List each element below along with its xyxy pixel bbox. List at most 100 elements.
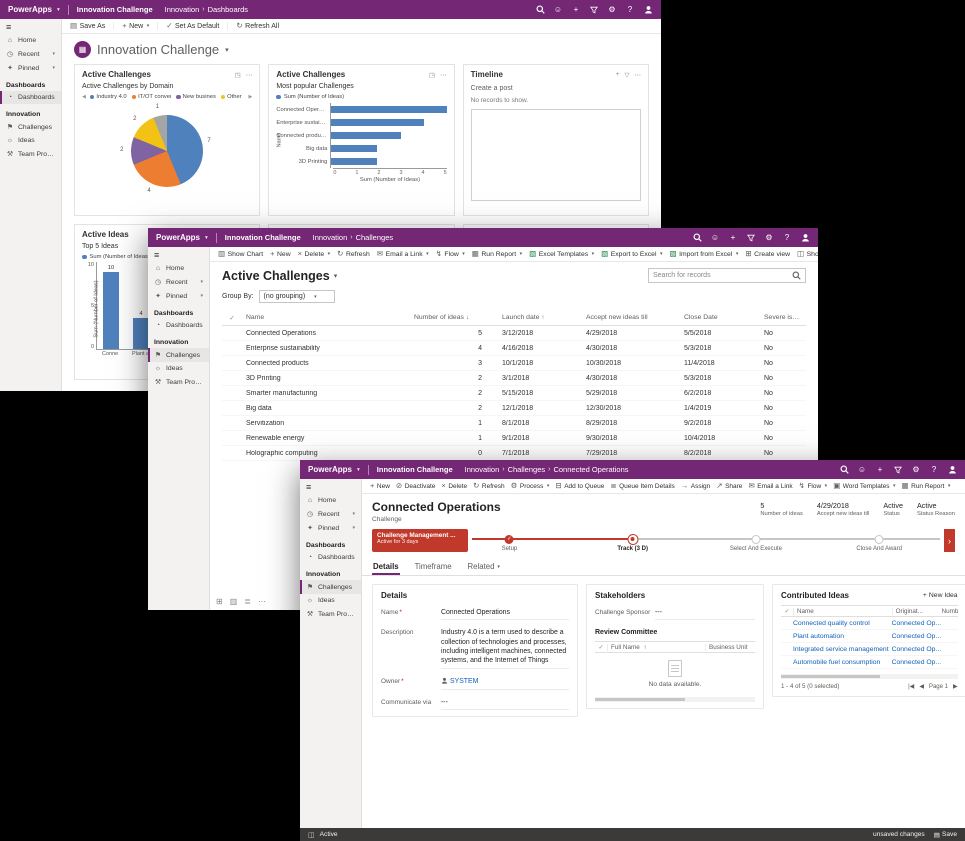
grid-row-enterprise-sustainability[interactable]: Enterprise sustainability 4 4/16/2018 4/30/… <box>222 341 806 356</box>
more-icon[interactable]: ⋯ <box>245 71 253 79</box>
column-header-launch-date[interactable]: Launch date ↑ <box>502 314 545 321</box>
more-icon[interactable]: ⋯ <box>440 71 447 79</box>
command-show-chart[interactable]: ▥ Show Chart <box>218 250 263 258</box>
bpf-stage-node-track-3-d[interactable] <box>627 533 639 545</box>
cell-name[interactable]: Connected products <box>246 359 309 367</box>
sidebar-item-pinned[interactable]: ✦ Pinned ▾ <box>300 521 361 535</box>
sidebar-item-challenges[interactable]: ⚑ Challenges <box>300 580 361 594</box>
account-icon[interactable] <box>947 465 957 475</box>
idea-row-integrated-service-management[interactable]: Integrated service management Connected O… <box>781 643 958 656</box>
legend-next-icon[interactable]: ▶ <box>248 94 253 100</box>
add-icon[interactable]: + <box>573 4 579 14</box>
next-stage-button[interactable]: › <box>944 529 955 552</box>
command-excel-templates[interactable]: ▧ Excel Templates ▾ <box>529 250 594 258</box>
column-header-number-of-ideas[interactable]: Number of ideas ↓ <box>414 314 469 321</box>
bar[interactable] <box>331 106 447 113</box>
command-save-as[interactable]: ▤ Save As <box>70 22 105 30</box>
command-delete[interactable]: × Delete ▾ <box>298 250 331 258</box>
owner-field[interactable]: SYSTEM <box>441 677 569 690</box>
idea-row-automobile-fuel-consumption[interactable]: Automobile fuel consumption Connected Op.… <box>781 656 958 669</box>
breadcrumb-item-innovation[interactable]: Innovation <box>464 465 500 474</box>
select-all-checkbox[interactable]: ✓ <box>784 608 790 615</box>
grid-row-3d-printing[interactable]: 3D Printing 2 3/1/2018 4/30/2018 5/3/2018 No <box>222 371 806 386</box>
new-idea-button[interactable]: + New Idea <box>922 592 958 599</box>
first-page-icon[interactable]: |◀ <box>908 684 915 690</box>
cell-name[interactable]: Smarter manufacturing <box>246 389 318 397</box>
cell-name[interactable]: Renewable energy <box>246 434 305 442</box>
idea-row-plant-automation[interactable]: Plant automation Connected Op... <box>781 630 958 643</box>
search-icon[interactable] <box>535 5 545 15</box>
breadcrumb-item-connected-operations[interactable]: Connected Operations <box>553 465 629 474</box>
sidebar-item-team-projects[interactable]: ⚒ Team Projects <box>0 147 61 161</box>
cell-name[interactable]: Big data <box>246 404 272 412</box>
powerapps-logo[interactable]: PowerApps <box>8 5 53 14</box>
column-header-severe-issues[interactable]: Severe issues? <box>764 314 806 321</box>
grid-row-servitization[interactable]: Servitization 1 8/1/2018 8/29/2018 9/2/2018 N… <box>222 416 806 431</box>
select-all-checkbox[interactable]: ✓ <box>598 644 604 651</box>
account-icon[interactable] <box>800 233 810 243</box>
sidebar-item-ideas[interactable]: ☼ Ideas <box>0 134 61 147</box>
command-run-report[interactable]: ▦ Run Report ▾ <box>902 482 951 490</box>
menu-icon[interactable]: ≡ <box>154 249 160 260</box>
tab-details[interactable]: Details <box>372 560 400 575</box>
add-icon[interactable]: + <box>615 70 620 78</box>
command-flow[interactable]: ↯ Flow ▾ <box>436 250 465 258</box>
chevron-down-icon[interactable]: ▾ <box>57 6 60 13</box>
filter-icon[interactable]: ▽ <box>624 71 630 79</box>
account-icon[interactable] <box>643 5 653 15</box>
create-post-label[interactable]: Create a post <box>470 85 513 92</box>
more-icon[interactable]: ⋯ <box>634 71 641 79</box>
idea-origin-link[interactable]: Connected Op... <box>891 619 942 627</box>
sidebar-item-team-projects[interactable]: ⚒ Team Projects <box>300 607 361 621</box>
idea-row-connected-quality-control[interactable]: Connected quality control Connected Op... <box>781 617 958 630</box>
command-create-view[interactable]: ⊞ Create view <box>745 250 790 258</box>
settings-icon[interactable]: ⚙ <box>608 4 616 14</box>
grid-icon[interactable]: ⊞ <box>216 597 223 606</box>
powerapps-logo[interactable]: PowerApps <box>156 233 201 242</box>
command-show-as[interactable]: ◫Show As▾ <box>797 250 818 258</box>
column-header-full-name[interactable]: Full Name ↑ <box>607 643 705 651</box>
idea-name-link[interactable]: Plant automation <box>793 632 845 640</box>
help-icon[interactable]: ? <box>784 232 790 242</box>
command-refresh-all[interactable]: ↻ Refresh All <box>227 22 279 30</box>
add-icon[interactable]: + <box>730 232 736 242</box>
help-icon[interactable]: ? <box>931 464 937 474</box>
search-icon[interactable] <box>792 271 801 280</box>
pie-chart[interactable]: 7 4 2 2 1 <box>82 102 252 200</box>
command-set-as-default[interactable]: ✓ Set As Default <box>157 22 219 30</box>
select-all-checkbox[interactable]: ✓ <box>229 314 235 322</box>
app-name[interactable]: Innovation Challenge <box>76 5 153 14</box>
cell-name[interactable]: Connected Operations <box>246 329 317 337</box>
breadcrumb-item-innovation[interactable]: Innovation <box>312 233 348 242</box>
column-header-number[interactable]: Numb... <box>941 607 958 615</box>
chevron-down-icon[interactable]: ▾ <box>357 466 360 473</box>
command-run-report[interactable]: ▦ Run Report ▾ <box>472 250 522 258</box>
expand-icon[interactable]: ◳ <box>234 71 241 79</box>
sidebar-item-recent[interactable]: ◷ Recent ▾ <box>0 47 61 61</box>
bpf-stage-node-select-and-execute[interactable] <box>751 534 761 544</box>
command-flow[interactable]: ↯ Flow ▾ <box>799 482 828 490</box>
horizontal-scrollbar[interactable] <box>781 674 958 679</box>
command-new[interactable]: + New <box>370 482 390 490</box>
command-refresh[interactable]: ↻ Refresh <box>473 482 505 490</box>
grid-row-connected-operations[interactable]: Connected Operations 5 3/12/2018 4/29/2018 5… <box>222 326 806 341</box>
app-name[interactable]: Innovation Challenge <box>376 465 453 474</box>
cell-name[interactable]: Servitization <box>246 419 285 427</box>
filter-icon[interactable] <box>589 5 599 15</box>
settings-icon[interactable]: ⚙ <box>912 464 920 474</box>
expand-icon[interactable]: ◳ <box>429 71 436 79</box>
sidebar-item-dashboards[interactable]: ◔ Dashboards <box>0 91 61 104</box>
command-share[interactable]: ↗ Share <box>716 482 742 490</box>
column-header-name[interactable]: Name <box>793 607 892 615</box>
breadcrumb-item-dashboards[interactable]: Dashboards <box>207 5 249 14</box>
command-add-to-queue[interactable]: ⊟ Add to Queue <box>555 482 604 490</box>
command-refresh[interactable]: ↻ Refresh <box>337 250 370 258</box>
sidebar-item-recent[interactable]: ◷ Recent ▾ <box>300 507 361 521</box>
command-delete[interactable]: × Delete <box>441 482 467 490</box>
column-header-business-unit[interactable]: Business Unit <box>705 643 755 651</box>
grid-row-big-data[interactable]: Big data 2 12/1/2018 12/30/2018 1/4/2019 No <box>222 401 806 416</box>
horizontal-scrollbar[interactable] <box>595 697 755 703</box>
save-button[interactable]: ▤ Save <box>933 831 957 839</box>
search-icon[interactable] <box>839 465 849 475</box>
sidebar-item-dashboards[interactable]: ◔ Dashboards <box>300 551 361 564</box>
